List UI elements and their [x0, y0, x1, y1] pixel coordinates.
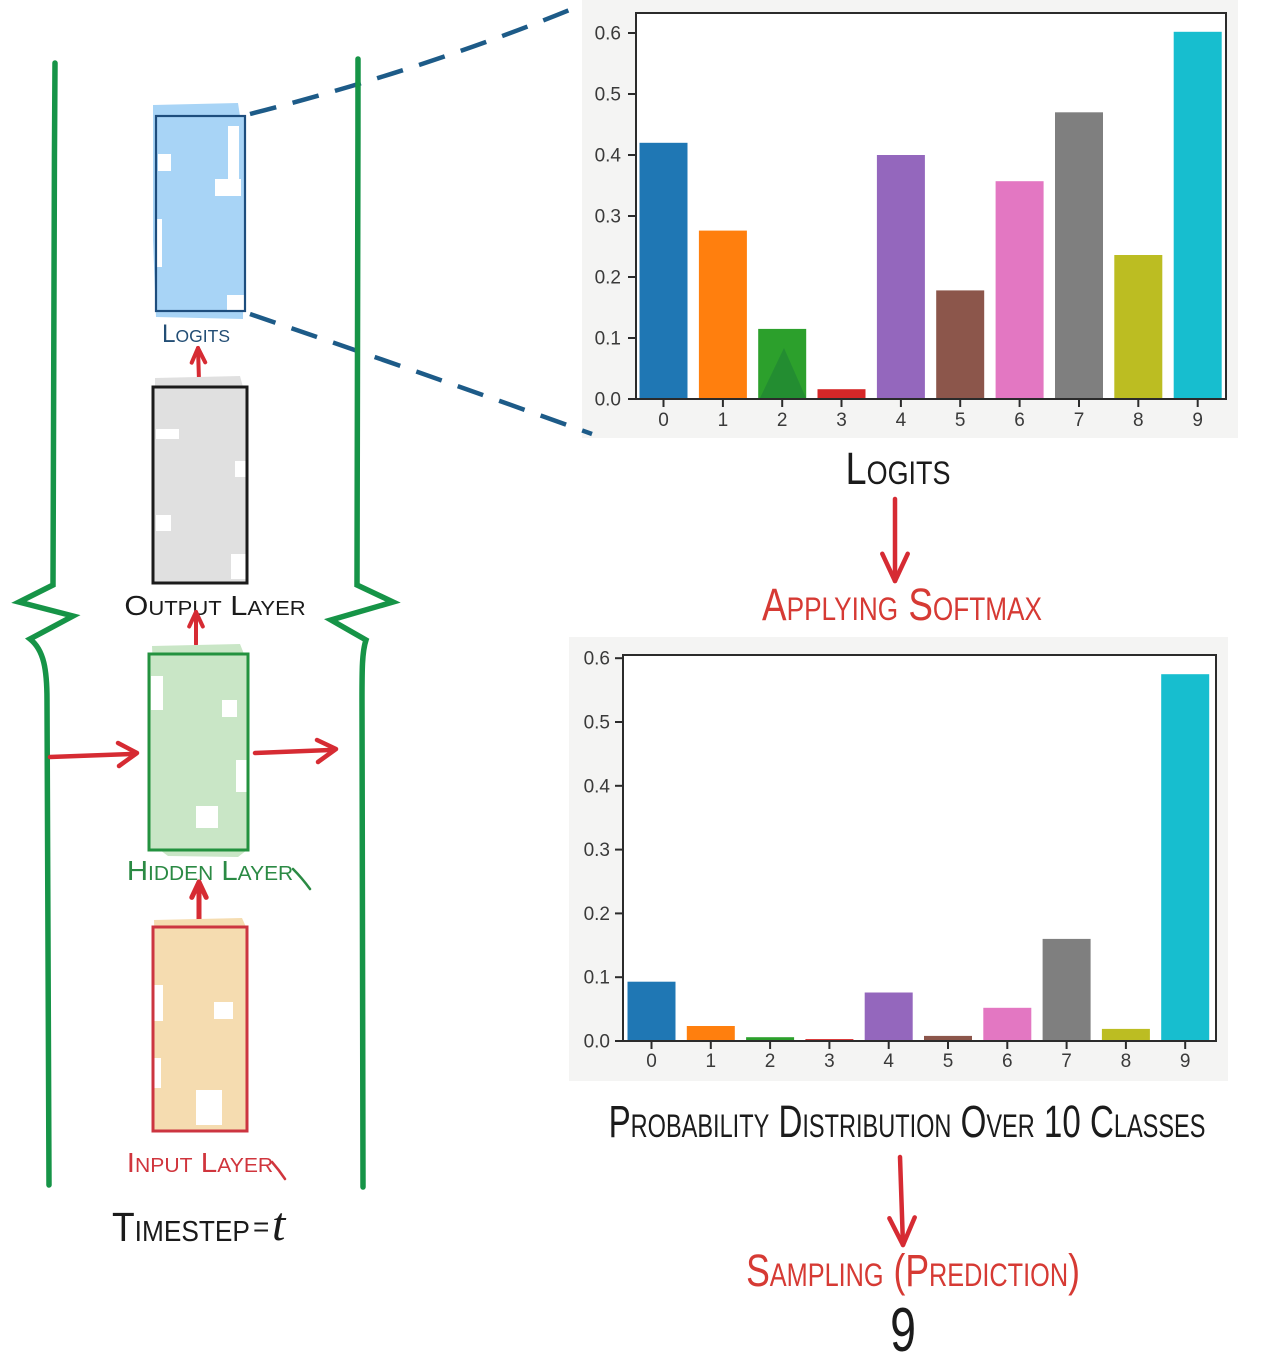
svg-text:6: 6	[1014, 410, 1025, 431]
svg-text:0.0: 0.0	[595, 390, 621, 411]
svg-text:0.1: 0.1	[584, 968, 610, 989]
svg-text:5: 5	[943, 1051, 954, 1072]
svg-text:9: 9	[1180, 1051, 1191, 1072]
svg-text:0.3: 0.3	[584, 840, 610, 861]
svg-text:3: 3	[836, 410, 847, 431]
svg-text:0: 0	[658, 410, 669, 431]
svg-text:2: 2	[765, 1051, 776, 1072]
svg-text:6: 6	[1002, 1051, 1013, 1072]
svg-text:0.6: 0.6	[584, 649, 610, 670]
svg-text:3: 3	[824, 1051, 835, 1072]
svg-text:5: 5	[955, 410, 966, 431]
svg-text:7: 7	[1074, 410, 1085, 431]
svg-text:t: t	[272, 1198, 287, 1251]
svg-text:SAMPLING (PREDICTION): SAMPLING (PREDICTION)	[746, 1245, 1080, 1296]
svg-text:HIDDEN LAYER: HIDDEN LAYER	[127, 856, 293, 887]
svg-text:0.1: 0.1	[595, 329, 621, 350]
svg-text:0.5: 0.5	[584, 713, 610, 734]
svg-text:0.3: 0.3	[595, 207, 621, 228]
svg-text:0.4: 0.4	[595, 146, 622, 167]
svg-text:0: 0	[646, 1051, 657, 1072]
svg-text:=: =	[253, 1211, 269, 1242]
svg-text:OUTPUT LAYER: OUTPUT LAYER	[124, 590, 305, 621]
svg-text:0.2: 0.2	[584, 904, 610, 925]
svg-text:LOGITS: LOGITS	[162, 321, 230, 348]
svg-text:9: 9	[1192, 410, 1203, 431]
svg-text:0.0: 0.0	[584, 1032, 610, 1053]
svg-text:0.2: 0.2	[595, 268, 621, 289]
svg-text:INPUT LAYER: INPUT LAYER	[127, 1148, 273, 1179]
svg-text:1: 1	[718, 410, 729, 431]
svg-text:0.5: 0.5	[595, 85, 621, 106]
svg-text:8: 8	[1121, 1051, 1132, 1072]
svg-text:7: 7	[1061, 1051, 1072, 1072]
svg-text:PROBABILITY DISTRIBUTION OVER: PROBABILITY DISTRIBUTION OVER 10 CLASSES	[609, 1097, 1206, 1147]
svg-text:4: 4	[883, 1051, 894, 1072]
svg-text:9: 9	[890, 1294, 916, 1362]
svg-text:2: 2	[777, 410, 788, 431]
svg-text:0.6: 0.6	[595, 24, 621, 45]
svg-text:8: 8	[1133, 410, 1144, 431]
svg-text:TIMESTEP: TIMESTEP	[112, 1205, 250, 1250]
svg-text:0.4: 0.4	[584, 776, 611, 797]
svg-text:4: 4	[896, 410, 907, 431]
svg-text:APPLYING SOFTMAX: APPLYING SOFTMAX	[762, 580, 1042, 630]
svg-text:LOGITS: LOGITS	[846, 443, 951, 494]
svg-text:1: 1	[706, 1051, 717, 1072]
